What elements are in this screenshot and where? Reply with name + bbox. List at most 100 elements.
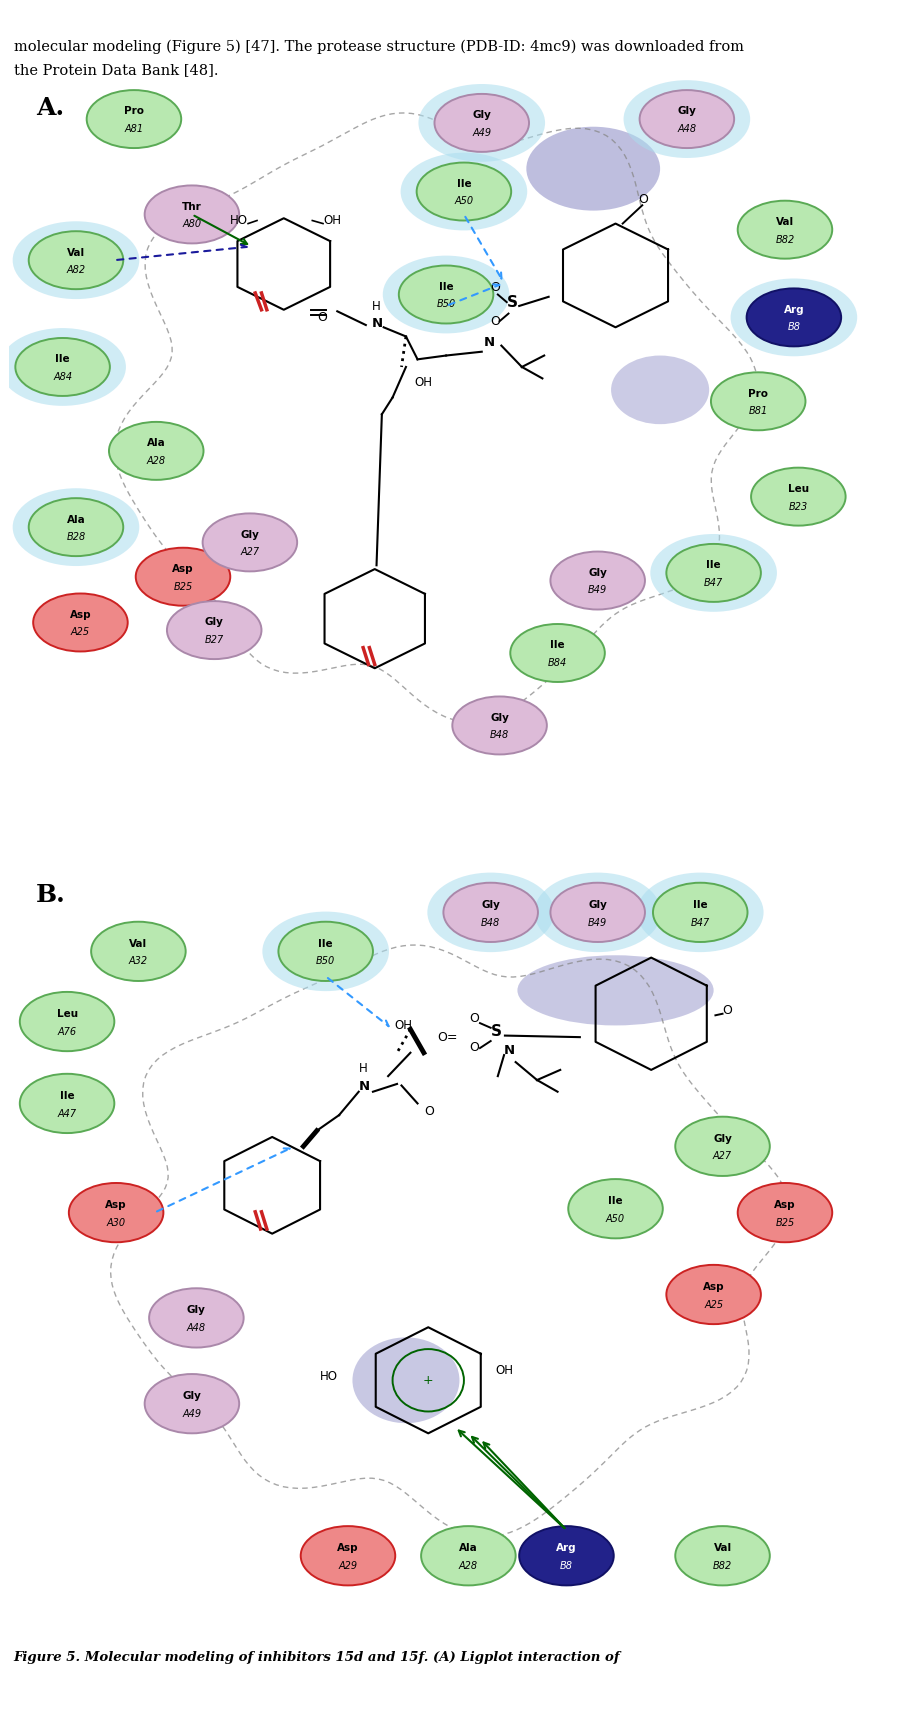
Text: B84: B84 [548,658,567,668]
Text: +: + [423,1375,433,1387]
Text: O: O [723,1004,733,1016]
Ellipse shape [518,955,713,1025]
Ellipse shape [640,91,734,147]
Text: Gly: Gly [490,713,509,723]
Text: Figure 5. Molecular modeling of inhibitors 15d and 15f. (A) Ligplot interaction : Figure 5. Molecular modeling of inhibito… [14,1651,621,1664]
Text: A.: A. [35,96,64,120]
Text: B8: B8 [560,1561,573,1572]
Text: B81: B81 [749,406,768,417]
Text: O: O [470,1040,480,1054]
Text: Pro: Pro [124,106,144,117]
Ellipse shape [520,1525,613,1585]
Text: Gly: Gly [187,1304,206,1315]
Text: Gly: Gly [472,110,491,120]
Text: N: N [483,336,495,348]
Text: Val: Val [67,247,85,257]
Text: O: O [638,194,648,206]
Text: Arg: Arg [784,305,804,315]
Ellipse shape [400,153,527,230]
Ellipse shape [86,91,181,147]
Text: Val: Val [129,939,147,948]
Text: Gly: Gly [205,617,224,627]
Text: B25: B25 [174,581,193,591]
Text: Ile: Ile [457,178,471,189]
Text: Arg: Arg [556,1543,577,1553]
Text: Ile: Ile [693,900,708,910]
Ellipse shape [526,127,660,211]
Ellipse shape [653,883,747,943]
Text: Ile: Ile [551,641,565,650]
Ellipse shape [20,1073,115,1133]
Ellipse shape [91,922,186,980]
Ellipse shape [443,883,538,943]
Text: B28: B28 [66,531,86,542]
Text: N: N [359,1080,369,1094]
Text: H: H [372,300,380,312]
Ellipse shape [167,602,261,660]
Ellipse shape [738,201,833,259]
Text: OH: OH [323,214,341,226]
Text: A76: A76 [57,1027,76,1037]
Text: B50: B50 [316,956,335,967]
Text: A50: A50 [454,197,473,206]
Text: B49: B49 [588,917,607,927]
Text: B25: B25 [775,1217,794,1227]
Text: A80: A80 [182,219,201,230]
Ellipse shape [20,992,115,1051]
Ellipse shape [109,422,204,480]
Ellipse shape [511,624,605,682]
Text: B27: B27 [205,634,224,644]
Text: OH: OH [415,375,433,389]
Text: Val: Val [776,218,794,226]
Text: Asp: Asp [774,1200,795,1210]
Text: A84: A84 [53,372,72,382]
Text: Gly: Gly [588,900,607,910]
Text: Gly: Gly [183,1390,201,1400]
Ellipse shape [203,514,298,571]
Text: H: H [359,1063,368,1075]
Ellipse shape [300,1525,395,1585]
Ellipse shape [637,872,763,953]
Text: Asp: Asp [106,1200,126,1210]
Text: Ile: Ile [318,939,333,948]
Text: O: O [470,1011,480,1025]
Text: B8: B8 [787,322,801,333]
Ellipse shape [623,81,750,158]
Text: A32: A32 [129,956,148,967]
Text: the Protein Data Bank [48].: the Protein Data Bank [48]. [14,63,218,77]
Text: Asp: Asp [172,564,194,574]
Text: Ile: Ile [60,1090,75,1100]
Ellipse shape [675,1525,770,1585]
Text: A82: A82 [66,266,86,276]
Text: B48: B48 [481,917,501,927]
Text: A27: A27 [713,1152,733,1162]
Text: A25: A25 [71,627,90,638]
Text: O=: O= [437,1032,458,1044]
Text: OH: OH [495,1364,513,1376]
Text: A50: A50 [606,1214,625,1224]
Text: Pro: Pro [748,389,768,399]
Text: Asp: Asp [338,1543,359,1553]
Ellipse shape [452,696,547,754]
Text: B48: B48 [490,730,510,740]
Ellipse shape [428,872,554,953]
Ellipse shape [0,327,126,406]
Ellipse shape [421,1525,516,1585]
Ellipse shape [711,372,805,430]
Text: Ile: Ile [706,560,721,571]
Ellipse shape [352,1337,460,1423]
Ellipse shape [751,468,845,526]
Text: A29: A29 [339,1561,358,1572]
Ellipse shape [13,488,139,566]
Text: OH: OH [394,1020,412,1032]
Ellipse shape [534,872,661,953]
Ellipse shape [69,1183,164,1243]
Text: A28: A28 [459,1561,478,1572]
Text: A49: A49 [182,1409,201,1419]
Text: Gly: Gly [677,106,696,117]
Ellipse shape [551,883,645,943]
Text: B.: B. [35,883,66,907]
Text: HO: HO [319,1369,338,1383]
Text: A48: A48 [187,1323,206,1333]
Text: Asp: Asp [70,610,91,620]
